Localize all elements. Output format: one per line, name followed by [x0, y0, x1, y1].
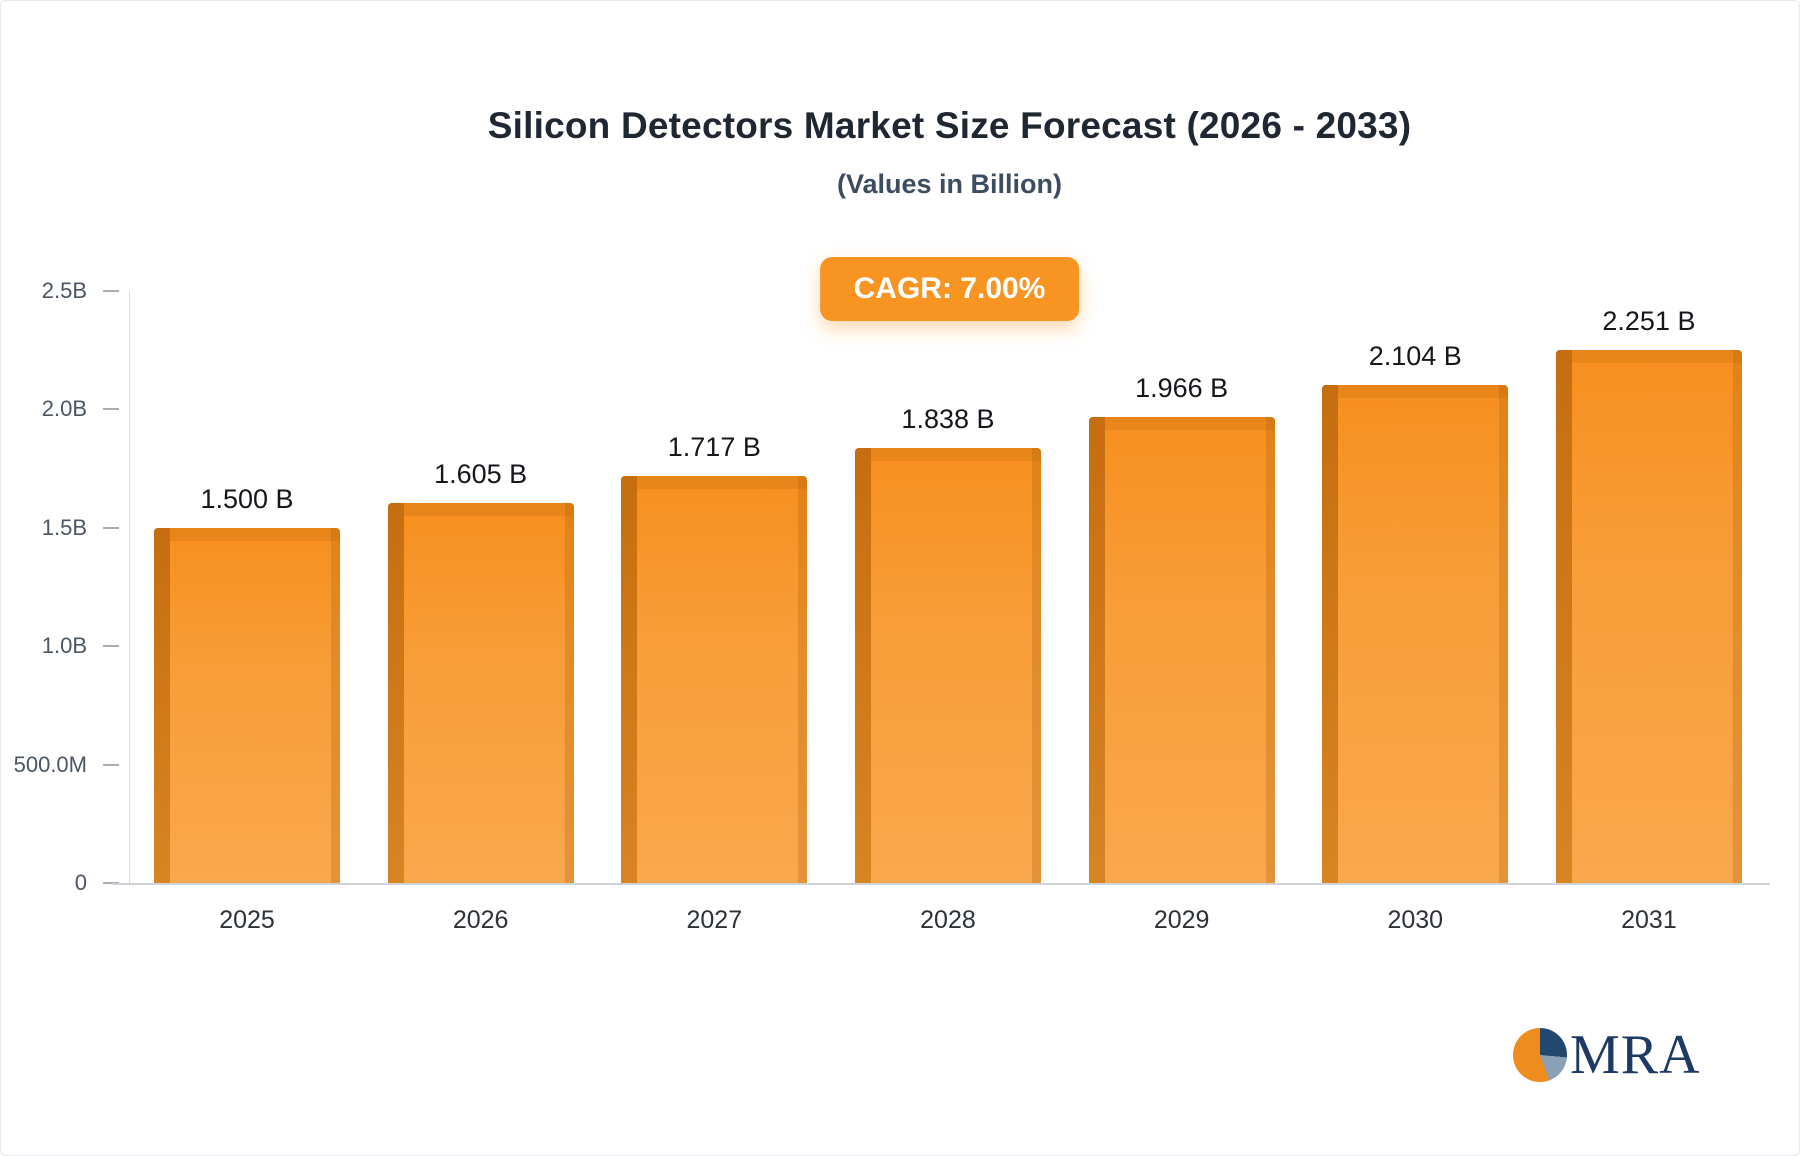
y-axis-tick: 1.0B — [42, 633, 119, 659]
x-axis-label: 2030 — [1387, 906, 1444, 934]
x-axis-label: 2026 — [452, 906, 509, 934]
mra-logo: MRA — [1513, 1027, 1701, 1083]
tick-dash — [103, 408, 119, 411]
tick-dash — [103, 645, 119, 648]
plot-area: 1.500 B 2025 1.605 B 2026 1.717 B 2027 1.838 B… — [112, 291, 1770, 934]
bar-group: 1.500 B 2025 — [154, 291, 340, 934]
bar — [1555, 349, 1742, 884]
bar-group: 1.838 B 2028 — [854, 291, 1041, 934]
y-axis-tick: 2.0B — [42, 396, 119, 422]
y-axis-tick: 0 — [75, 870, 119, 896]
y-axis-tick-label: 2.5B — [41, 278, 87, 303]
y-axis-tick-label: 500.0M — [13, 751, 87, 777]
bar — [387, 502, 574, 884]
bar — [154, 527, 340, 884]
bar-value-label: 1.838 B — [901, 403, 995, 434]
bar-value-label: 1.500 B — [200, 483, 294, 514]
bar-value-label: 2.104 B — [1368, 340, 1462, 371]
y-axis-tick: 500.0M — [14, 752, 119, 778]
bar — [1322, 384, 1509, 884]
chart-title: Silicon Detectors Market Size Forecast (… — [487, 105, 1412, 146]
bar-value-label: 2.251 B — [1602, 305, 1696, 336]
mra-logo-text: MRA — [1570, 1024, 1701, 1086]
tick-dash — [103, 882, 119, 884]
mra-logo-icon — [1513, 1028, 1567, 1082]
bar-group: 1.605 B 2026 — [387, 291, 574, 934]
bar — [1088, 417, 1275, 883]
x-axis-label: 2027 — [686, 906, 743, 934]
y-axis: 2.5B 2.0B 1.5B 1.0B 500.0M 0 — [1, 278, 129, 895]
y-axis-tick-label: 2.0B — [41, 396, 87, 422]
y-axis-tick: 1.5B — [42, 515, 119, 541]
x-axis-label: 2031 — [1621, 906, 1677, 934]
cagr-badge: CAGR: 7.00% — [819, 257, 1080, 321]
y-axis-tick-label: 1.0B — [41, 633, 87, 659]
chart-subtitle: (Values in Billion) — [836, 169, 1063, 199]
y-axis-tick-label: 0 — [74, 870, 87, 895]
y-axis-tick: 2.5B — [42, 278, 119, 304]
y-axis-tick-label: 1.5B — [41, 514, 87, 540]
bar-value-label: 1.605 B — [434, 458, 528, 489]
bar-group: 2.104 B 2030 — [1322, 291, 1509, 934]
bar — [854, 447, 1041, 884]
x-axis-label: 2025 — [219, 906, 275, 934]
bar — [621, 476, 808, 883]
tick-dash — [103, 763, 119, 766]
x-axis-label: 2029 — [1153, 906, 1210, 934]
bar-value-label: 1.966 B — [1135, 373, 1229, 404]
bar-group: 2.251 B 2031 — [1555, 291, 1742, 934]
tick-dash — [103, 290, 119, 292]
bar-group: 1.717 B 2027 — [621, 291, 808, 934]
bar-group: 1.966 B 2029 — [1088, 291, 1275, 934]
chart: Silicon Detectors Market Size Forecast (… — [14, 1, 1770, 1155]
x-axis-label: 2028 — [920, 906, 976, 934]
bar-value-label: 1.717 B — [667, 432, 761, 463]
tick-dash — [103, 526, 119, 529]
